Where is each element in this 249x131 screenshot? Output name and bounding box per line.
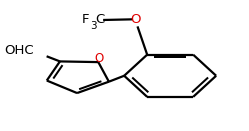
Text: C: C	[95, 13, 105, 26]
Text: F: F	[82, 13, 89, 26]
Text: 3: 3	[91, 21, 97, 31]
Text: O: O	[130, 13, 140, 26]
Text: O: O	[94, 52, 104, 65]
Text: OHC: OHC	[4, 44, 34, 57]
